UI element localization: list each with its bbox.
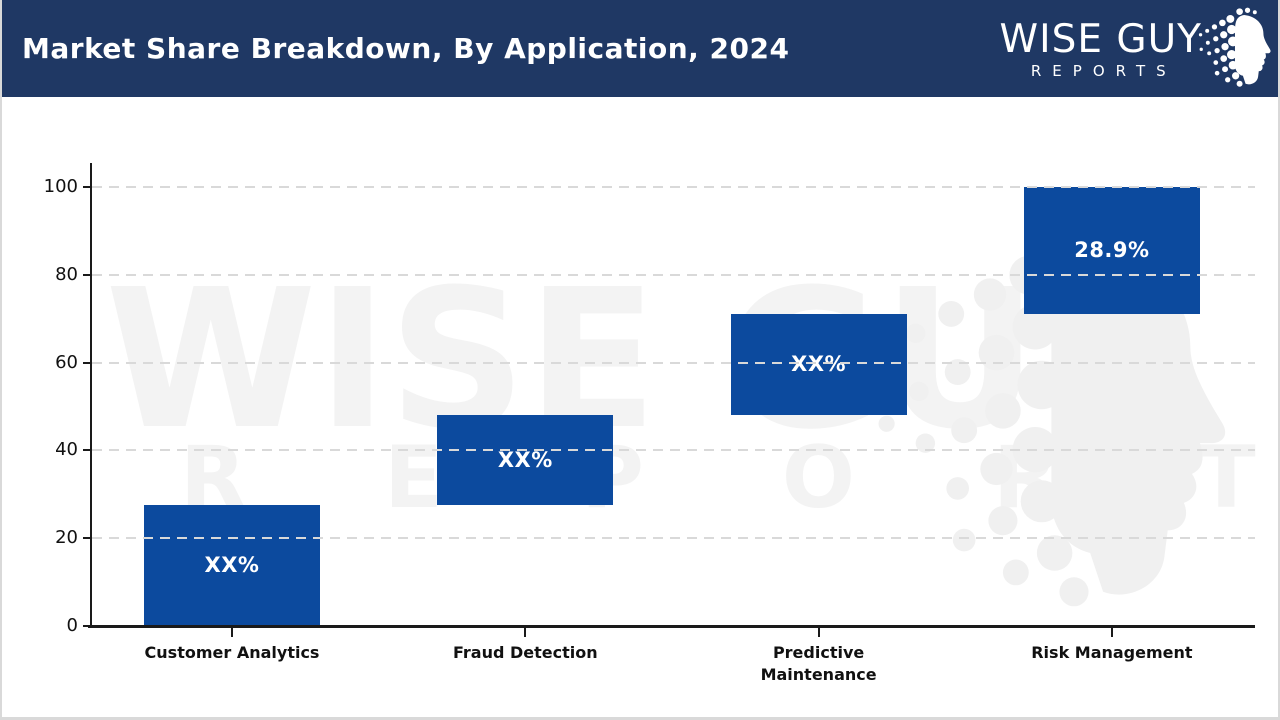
bar-value-label: XX%: [497, 447, 553, 472]
y-tick-label-20: 20: [55, 527, 78, 549]
brand-name-text: WISE GUY: [999, 17, 1202, 62]
header-bar: Market Share Breakdown, By Application, …: [2, 0, 1278, 97]
y-tick-label-60: 60: [55, 351, 78, 373]
x-tick-2: [817, 628, 820, 637]
page-title: Market Share Breakdown, By Application, …: [22, 32, 790, 65]
brand-subtext: REPORTS: [1030, 62, 1177, 80]
bar-value-label: XX%: [204, 553, 260, 578]
gridline-80: [92, 273, 1255, 276]
y-axis-spine: [90, 163, 92, 628]
gridline-100: [92, 186, 1255, 188]
bar-predictive-maintenance: XX%: [730, 313, 907, 415]
y-tick-100: [83, 186, 92, 188]
gridline-20: [92, 537, 1255, 540]
gridline-60: [92, 361, 1255, 364]
y-tick-label-80: 80: [55, 263, 78, 285]
bar-fraud-detection: XX%: [437, 414, 614, 505]
y-tick-label-100: 100: [43, 176, 78, 197]
y-tick-0: [83, 625, 92, 627]
x-tick-0: [231, 628, 233, 637]
y-tick-label-40: 40: [55, 439, 78, 461]
x-axis-spine: [88, 625, 1255, 628]
bar-value-label: XX%: [791, 352, 847, 377]
brand-wordmark: WISE GUY REPORTS: [1000, 20, 1202, 80]
brand-head-icon: [1188, 7, 1274, 93]
x-category-label: Customer Analytics: [144, 643, 320, 662]
bar-value-label: 28.9%: [1074, 238, 1150, 263]
y-tick-label-0: 0: [66, 615, 78, 636]
x-category-label: Predictive Maintenance: [760, 643, 877, 684]
y-tick-40: [83, 449, 92, 452]
plot-area: WISE GUY R E P O R T S 020406080100XX%Cu…: [2, 97, 1278, 717]
x-category-label: Risk Management: [1031, 643, 1193, 662]
gridline-40: [92, 449, 1255, 452]
x-tick-3: [1110, 628, 1113, 637]
y-tick-20: [83, 537, 92, 540]
x-category-label: Fraud Detection: [452, 643, 598, 662]
bar-risk-management: 28.9%: [1023, 187, 1200, 314]
y-tick-80: [83, 273, 92, 276]
brand-logo: WISE GUY REPORTS: [1000, 6, 1274, 94]
y-tick-60: [83, 361, 92, 364]
bar-customer-analytics: XX%: [144, 504, 320, 626]
x-tick-1: [524, 628, 527, 637]
